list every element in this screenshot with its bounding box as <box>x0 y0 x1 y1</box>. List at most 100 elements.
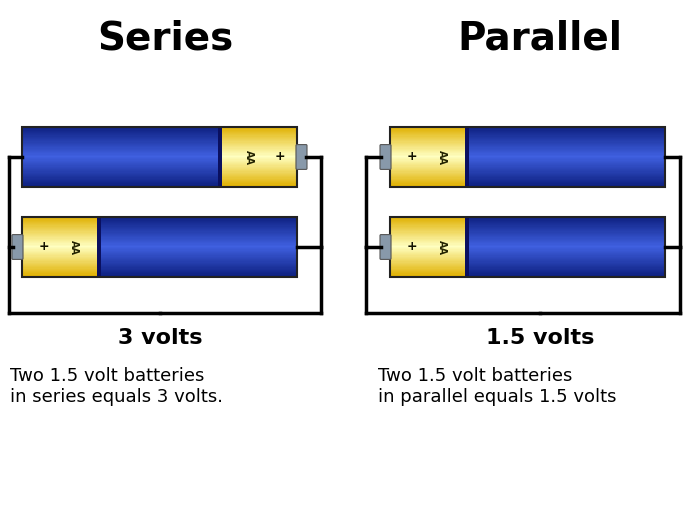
Bar <box>220 154 297 156</box>
Bar <box>390 155 467 157</box>
Bar <box>99 261 297 262</box>
Text: Series: Series <box>97 20 233 58</box>
Bar <box>390 150 467 151</box>
Bar <box>390 217 665 277</box>
Bar <box>390 184 467 186</box>
Bar <box>22 162 220 163</box>
Bar <box>390 222 467 223</box>
Bar <box>220 145 297 146</box>
Text: Two 1.5 volt batteries
in parallel equals 1.5 volts: Two 1.5 volt batteries in parallel equal… <box>378 367 617 406</box>
Bar <box>467 180 665 181</box>
Bar <box>390 243 467 245</box>
Bar <box>220 181 297 182</box>
Text: +: + <box>406 240 417 254</box>
Bar <box>220 152 297 153</box>
Bar <box>467 167 665 169</box>
Bar <box>99 259 297 260</box>
Bar <box>22 235 99 236</box>
Bar <box>467 247 665 248</box>
Bar <box>22 152 220 153</box>
Bar <box>99 243 297 245</box>
Bar <box>22 166 220 168</box>
Bar <box>467 159 665 161</box>
Bar <box>390 169 467 170</box>
Bar <box>390 145 467 146</box>
Bar <box>467 228 665 229</box>
Bar <box>99 229 297 230</box>
Bar <box>22 230 99 232</box>
Bar <box>22 217 297 277</box>
Bar <box>99 267 297 269</box>
Bar <box>390 224 467 225</box>
Bar <box>467 253 665 254</box>
Text: 1.5 volts: 1.5 volts <box>486 328 594 348</box>
Bar <box>22 237 99 238</box>
Bar <box>467 184 665 186</box>
Bar <box>220 169 297 170</box>
Bar <box>467 165 665 166</box>
Bar <box>220 182 297 183</box>
Bar <box>220 162 297 163</box>
Bar <box>467 243 665 245</box>
Bar <box>467 222 665 223</box>
Bar <box>467 186 665 187</box>
Bar <box>99 219 297 220</box>
Bar <box>390 134 467 135</box>
Bar <box>22 259 99 260</box>
Bar <box>22 238 99 240</box>
Bar <box>220 142 297 144</box>
Bar <box>99 220 297 222</box>
Bar <box>390 234 467 235</box>
Bar <box>22 253 99 254</box>
Bar <box>390 223 467 224</box>
Bar <box>22 177 220 179</box>
Bar <box>467 233 665 234</box>
Bar <box>467 271 665 272</box>
Bar <box>22 159 220 161</box>
Bar <box>220 129 297 131</box>
Bar <box>390 241 467 242</box>
Bar <box>22 164 220 165</box>
Bar <box>390 174 467 175</box>
Bar <box>99 242 297 244</box>
Bar <box>99 276 297 277</box>
Bar <box>390 249 467 250</box>
Bar <box>22 129 220 131</box>
Bar <box>22 183 220 185</box>
Bar <box>22 249 99 250</box>
Bar <box>390 164 467 165</box>
Bar <box>220 157 297 158</box>
Bar <box>467 130 665 132</box>
Bar <box>390 267 467 269</box>
Bar <box>218 127 222 187</box>
Bar <box>22 155 220 157</box>
Bar <box>390 230 467 232</box>
Bar <box>22 181 220 182</box>
Bar <box>99 250 297 252</box>
Bar <box>22 150 220 151</box>
Bar <box>22 261 99 262</box>
Bar <box>390 246 467 247</box>
Bar <box>22 165 220 166</box>
Bar <box>22 172 220 174</box>
Bar <box>467 155 665 157</box>
Bar <box>220 183 297 185</box>
Bar <box>390 258 467 259</box>
Bar <box>99 255 297 257</box>
Bar <box>390 262 467 264</box>
Bar <box>220 171 297 173</box>
Bar <box>467 218 665 219</box>
Bar <box>465 217 469 277</box>
Bar <box>390 152 467 153</box>
Bar <box>99 217 297 218</box>
Bar <box>390 130 467 132</box>
Bar <box>390 256 467 258</box>
Bar <box>390 275 467 276</box>
Bar <box>467 224 665 225</box>
Bar <box>99 245 297 246</box>
Bar <box>467 129 665 131</box>
Bar <box>467 164 665 165</box>
Bar <box>467 149 665 150</box>
Bar <box>22 169 220 170</box>
Bar <box>467 235 665 236</box>
